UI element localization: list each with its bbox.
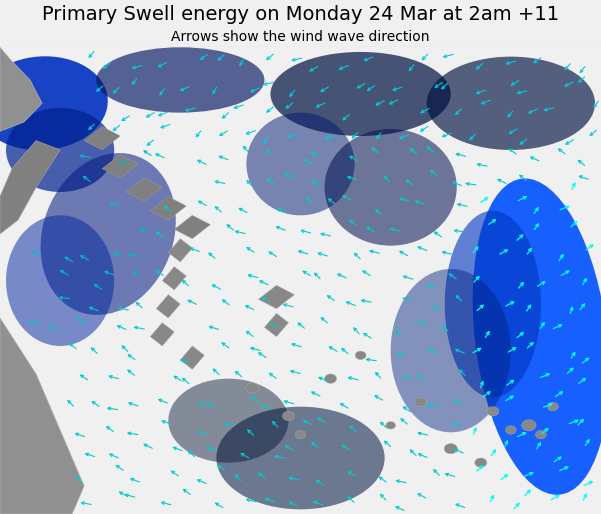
Polygon shape: [174, 215, 210, 238]
Ellipse shape: [0, 57, 108, 150]
Polygon shape: [0, 318, 84, 514]
Ellipse shape: [6, 215, 114, 346]
Polygon shape: [162, 267, 186, 290]
Polygon shape: [0, 141, 60, 234]
Polygon shape: [102, 155, 138, 178]
Text: Arrows show the wind wave direction: Arrows show the wind wave direction: [171, 30, 430, 44]
Polygon shape: [180, 346, 204, 370]
Circle shape: [246, 383, 259, 393]
Circle shape: [548, 402, 558, 411]
Polygon shape: [84, 126, 120, 150]
Circle shape: [282, 411, 294, 420]
Ellipse shape: [445, 211, 541, 397]
Circle shape: [535, 430, 546, 439]
Circle shape: [475, 458, 487, 467]
Ellipse shape: [427, 57, 595, 150]
Circle shape: [325, 374, 337, 383]
Circle shape: [415, 397, 427, 407]
Ellipse shape: [168, 379, 288, 463]
Circle shape: [355, 351, 366, 359]
Circle shape: [487, 407, 499, 416]
Circle shape: [295, 430, 306, 439]
Circle shape: [505, 426, 516, 434]
Polygon shape: [168, 238, 192, 262]
Ellipse shape: [40, 153, 176, 315]
Circle shape: [522, 420, 536, 431]
Ellipse shape: [216, 407, 385, 509]
Ellipse shape: [6, 108, 114, 192]
Polygon shape: [258, 285, 294, 308]
Ellipse shape: [391, 269, 511, 432]
Polygon shape: [264, 314, 288, 337]
Ellipse shape: [472, 178, 601, 495]
Ellipse shape: [246, 113, 355, 215]
Polygon shape: [150, 323, 174, 346]
Ellipse shape: [96, 47, 264, 113]
Circle shape: [444, 444, 457, 454]
Circle shape: [386, 421, 395, 429]
Ellipse shape: [325, 129, 457, 246]
Polygon shape: [150, 197, 186, 220]
Polygon shape: [156, 295, 180, 318]
Ellipse shape: [270, 52, 451, 136]
Polygon shape: [126, 178, 162, 201]
Polygon shape: [0, 47, 42, 131]
Text: Primary Swell energy on Monday 24 Mar at 2am +11: Primary Swell energy on Monday 24 Mar at…: [42, 5, 559, 24]
